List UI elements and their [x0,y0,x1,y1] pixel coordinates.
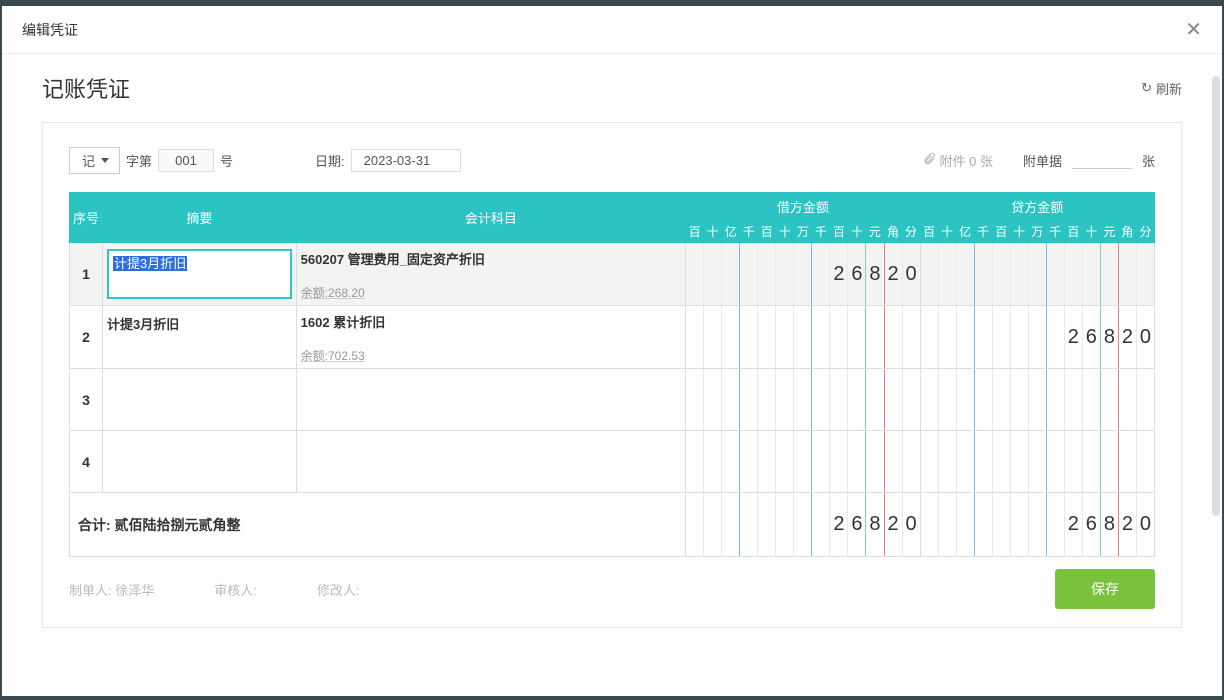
total-debit-cell: 26820 [686,493,920,557]
debit-amount-cell[interactable] [686,306,920,369]
voucher-footer: 制单人: 徐泽华 审核人: 修改人: 保存 [69,569,1155,609]
col-account-header: 会计科目 [296,193,685,243]
digit-header: 元 [1100,221,1118,243]
summary-cell[interactable] [102,431,296,493]
digit-header: 十 [776,221,794,243]
digit-header: 千 [974,221,992,243]
col-summary-header: 摘要 [102,193,296,243]
digit-header: 十 [704,221,722,243]
slip-suffix: 张 [1142,151,1155,170]
refresh-icon: ↻ [1141,80,1152,96]
credit-amount-cell[interactable] [920,243,1154,306]
scrollbar-hint[interactable] [1212,76,1220,516]
doc-title: 记账凭证 [42,72,130,104]
summary-cell[interactable]: 计提3月折旧 [102,306,296,369]
digit-header: 百 [758,221,776,243]
account-cell[interactable]: 560207 管理费用_固定资产折旧余额:268.20 [296,243,685,306]
voucher-row[interactable]: 2计提3月折旧1602 累计折旧余额:702.53 26820 [70,306,1155,369]
modal-content: 记账凭证 ↻ 刷新 记 字第 001 号 日期: 2023-03-31 [2,54,1222,648]
slip-count-input[interactable] [1072,153,1132,169]
voucher-row[interactable]: 1计提3月折旧560207 管理费用_固定资产折旧余额:268.2026820 [70,243,1155,306]
modifier-field: 修改人: [317,580,360,599]
account-cell[interactable] [296,369,685,431]
digit-header: 百 [1064,221,1082,243]
digit-header: 分 [902,221,920,243]
digit-header: 十 [1010,221,1028,243]
digit-header: 万 [1028,221,1046,243]
col-credit-header: 贷方金额 [920,193,1154,221]
voucher-table-head: 序号 摘要 会计科目 借方金额 贷方金额 百十亿千百十万千百十元角分百十亿千百十… [70,193,1155,243]
close-icon[interactable]: ✕ [1185,6,1202,54]
digit-header: 百 [830,221,848,243]
digit-header: 十 [938,221,956,243]
refresh-label: 刷新 [1156,79,1182,98]
seq-suffix: 号 [220,151,233,170]
row-index: 3 [70,369,103,431]
seq-prefix: 字第 [126,151,152,170]
debit-amount-cell[interactable] [686,369,920,431]
voucher-table-foot: 合计: 贰佰陆拾捌元贰角整 26820 26820 [70,493,1155,557]
refresh-button[interactable]: ↻ 刷新 [1141,79,1182,98]
debit-amount-cell[interactable]: 26820 [686,243,920,306]
paperclip-icon [922,152,936,169]
digit-header: 角 [1118,221,1136,243]
digit-header: 千 [1046,221,1064,243]
digit-header: 十 [1082,221,1100,243]
voucher-type-label: 记 [82,151,95,170]
voucher-modal: 编辑凭证 ✕ 记账凭证 ↻ 刷新 记 字第 001 号 日期: 2023-03- [2,6,1222,696]
credit-amount-cell[interactable]: 26820 [920,306,1154,369]
account-cell[interactable]: 1602 累计折旧余额:702.53 [296,306,685,369]
digit-header: 亿 [956,221,974,243]
maker-field: 制单人: 徐泽华 [69,580,154,599]
digit-header: 亿 [722,221,740,243]
date-label: 日期: [315,151,345,170]
digit-header: 万 [794,221,812,243]
credit-amount-cell[interactable] [920,369,1154,431]
voucher-card: 记 字第 001 号 日期: 2023-03-31 附件 0 张 附单据 [42,122,1182,628]
row-index: 4 [70,431,103,493]
date-input[interactable]: 2023-03-31 [351,149,461,172]
debit-amount-cell[interactable] [686,431,920,493]
digit-header: 十 [848,221,866,243]
attachment-label: 附件 0 张 [940,151,993,170]
total-label: 合计: 贰佰陆拾捌元贰角整 [70,493,686,557]
seq-input[interactable]: 001 [158,149,214,172]
voucher-row[interactable]: 4 [70,431,1155,493]
voucher-type-select[interactable]: 记 [69,147,120,174]
meta-row: 记 字第 001 号 日期: 2023-03-31 附件 0 张 附单据 [69,147,1155,174]
digit-header: 分 [1136,221,1154,243]
summary-cell[interactable]: 计提3月折旧 [102,243,296,306]
summary-cell[interactable] [102,369,296,431]
voucher-table: 序号 摘要 会计科目 借方金额 贷方金额 百十亿千百十万千百十元角分百十亿千百十… [69,192,1155,557]
digit-header: 角 [884,221,902,243]
chevron-down-icon [101,158,109,163]
digit-header: 百 [686,221,704,243]
total-credit-cell: 26820 [920,493,1154,557]
digit-header: 元 [866,221,884,243]
digit-header: 百 [992,221,1010,243]
top-row: 记账凭证 ↻ 刷新 [42,70,1182,106]
row-index: 2 [70,306,103,369]
auditor-field: 审核人: [214,580,257,599]
attachment-link[interactable]: 附件 0 张 [922,151,993,170]
col-debit-header: 借方金额 [686,193,920,221]
row-index: 1 [70,243,103,306]
digit-header: 千 [812,221,830,243]
credit-amount-cell[interactable] [920,431,1154,493]
modal-header: 编辑凭证 ✕ [2,6,1222,54]
account-cell[interactable] [296,431,685,493]
slip-label: 附单据 [1023,151,1062,170]
digit-header: 百 [920,221,938,243]
voucher-row[interactable]: 3 [70,369,1155,431]
modal-title: 编辑凭证 [22,6,78,54]
voucher-table-body: 1计提3月折旧560207 管理费用_固定资产折旧余额:268.20268202… [70,243,1155,493]
save-button[interactable]: 保存 [1055,569,1155,609]
col-index-header: 序号 [70,193,103,243]
digit-header: 千 [740,221,758,243]
